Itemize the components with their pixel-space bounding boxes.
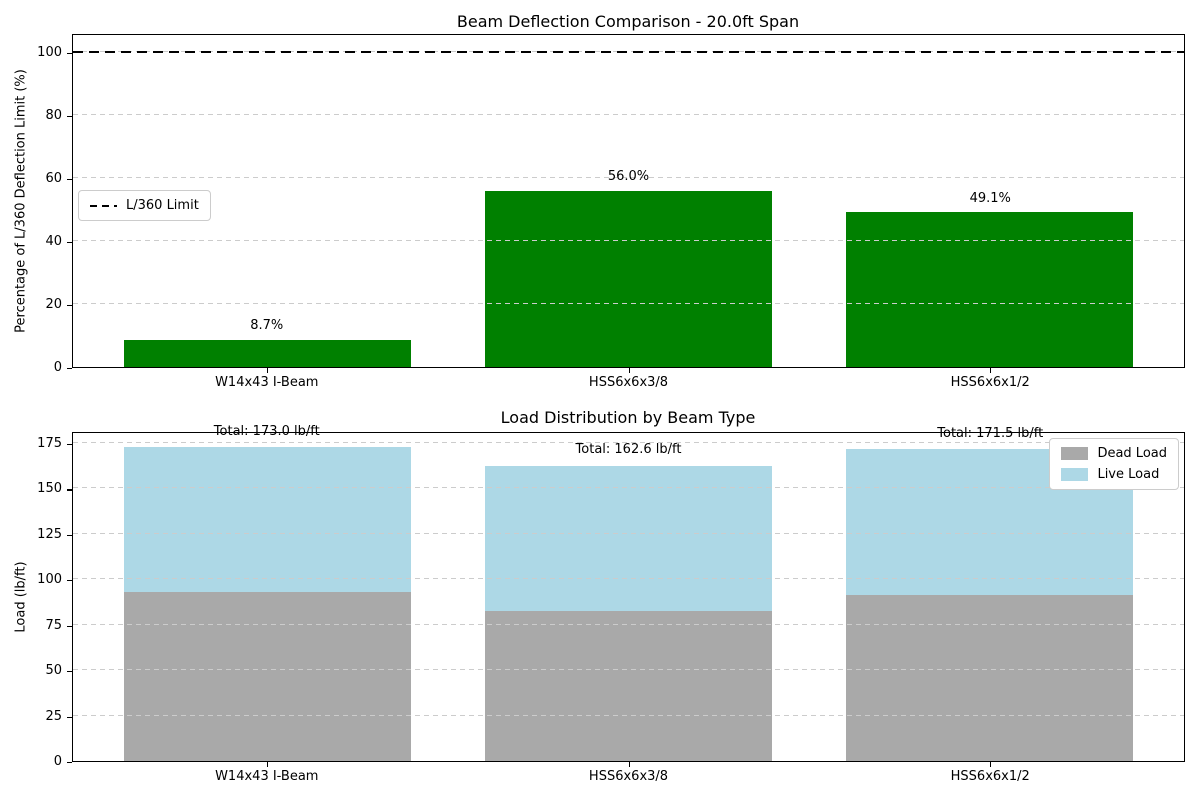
ytick-mark (67, 671, 72, 673)
total-label-2: Total: 171.5 lb/ft (937, 426, 1044, 442)
ytick-mark (67, 115, 72, 118)
bar-segment-live-load (123, 446, 412, 593)
ytick-label: 75 (45, 617, 62, 633)
legend-entry-limit: L/360 Limit (90, 198, 199, 213)
ytick-label: 25 (45, 708, 62, 724)
bar-value-label-0: 8.7% (250, 318, 284, 334)
gridline (73, 532, 1184, 534)
bar-segment-dead-load (845, 594, 1134, 761)
ytick-mark (67, 241, 72, 244)
ytick-mark (67, 489, 72, 491)
legend-entry-live-load: Live Load (1061, 467, 1167, 482)
gridline (73, 442, 1184, 443)
gridline (73, 113, 1184, 115)
xtick-label-0: W14x43 I-Beam (215, 375, 319, 390)
xtick-mark (990, 762, 992, 767)
ytick-mark (67, 762, 72, 764)
bar-value-label-1: 56.0% (607, 169, 650, 185)
ytick-label: 150 (37, 481, 62, 497)
xtick-mark (628, 368, 630, 373)
stacked-bar-0 (123, 446, 412, 761)
bar-segment-dead-load (484, 610, 773, 761)
legend-entry-dead-load: Dead Load (1061, 446, 1167, 461)
xtick-label-2: HSS6x6x1/2 (950, 769, 1030, 784)
xtick-mark (990, 368, 992, 373)
dead-load-color-swatch-icon (1061, 447, 1089, 460)
ytick-mark (67, 716, 72, 718)
gridline (73, 669, 1184, 671)
bar-2 (845, 212, 1134, 367)
xtick-mark (266, 368, 268, 373)
bar-segment-live-load (484, 465, 773, 611)
ytick-label: 80 (45, 107, 62, 123)
stacked-bar-2 (845, 449, 1134, 761)
total-label-1: Total: 162.6 lb/ft (575, 442, 682, 458)
bar-value-label-2: 49.1% (969, 190, 1011, 206)
load-legend: Dead Load Live Load (1049, 438, 1179, 490)
ytick-label: 100 (37, 572, 62, 588)
ytick-label: 60 (45, 170, 62, 186)
ytick-mark (67, 534, 72, 537)
xtick-mark (266, 762, 268, 767)
ytick-mark (67, 368, 72, 370)
load-plot-area (72, 432, 1185, 762)
xtick-mark (628, 762, 630, 767)
dashed-line-sample-icon (90, 204, 117, 207)
legend-label-live-load: Live Load (1097, 467, 1160, 482)
gridline (73, 239, 1184, 241)
bar-segment-dead-load (123, 592, 412, 761)
ytick-label: 50 (45, 663, 62, 679)
live-load-color-swatch-icon (1061, 468, 1089, 481)
gridline (73, 623, 1184, 625)
legend-label-dead-load: Dead Load (1097, 446, 1167, 461)
ytick-mark (67, 580, 72, 582)
stacked-bar-1 (484, 465, 773, 761)
ytick-mark (67, 52, 72, 55)
ytick-mark (67, 625, 72, 627)
xtick-label-0: W14x43 I-Beam (215, 769, 319, 784)
ytick-label: 40 (45, 233, 62, 249)
load-chart-title: Load Distribution by Beam Type (500, 408, 756, 427)
ytick-label: 125 (37, 526, 62, 542)
gridline (73, 714, 1184, 716)
bar-1 (484, 190, 773, 367)
deflection-chart: Beam Deflection Comparison - 20.0ft Span… (14, 12, 1185, 390)
ytick-mark (67, 178, 72, 181)
deflection-limit-line (73, 50, 1184, 53)
ytick-mark (67, 304, 72, 307)
deflection-plot-area (72, 34, 1185, 368)
xtick-label-1: HSS6x6x3/8 (588, 375, 669, 390)
xtick-label-1: HSS6x6x3/8 (588, 769, 669, 784)
deflection-legend: L/360 Limit (78, 190, 211, 221)
deflection-chart-title: Beam Deflection Comparison - 20.0ft Span (456, 12, 800, 31)
gridline (73, 487, 1184, 489)
gridline (73, 302, 1184, 304)
ytick-label: 175 (37, 435, 62, 451)
xtick-label-2: HSS6x6x1/2 (950, 375, 1030, 390)
ytick-label: 0 (53, 360, 62, 375)
ytick-mark (67, 443, 72, 446)
load-distribution-chart: Load Distribution by Beam Type Load (lb/… (0, 400, 1200, 800)
bar-0 (123, 339, 412, 367)
ytick-label: 20 (45, 296, 62, 312)
total-label-0: Total: 173.0 lb/ft (213, 423, 320, 439)
ytick-label: 100 (37, 44, 62, 60)
gridline (73, 176, 1184, 178)
gridline (73, 578, 1184, 580)
legend-label-limit: L/360 Limit (126, 198, 199, 213)
ytick-label: 0 (53, 754, 62, 769)
